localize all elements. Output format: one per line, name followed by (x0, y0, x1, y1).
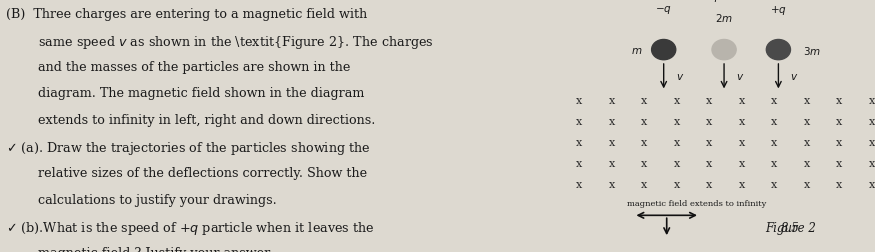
Text: x: x (738, 137, 745, 147)
Text: x: x (609, 117, 615, 127)
Text: x: x (836, 158, 843, 168)
Text: x: x (576, 117, 582, 127)
Text: and the masses of the particles are shown in the: and the masses of the particles are show… (6, 60, 350, 73)
Text: x: x (738, 96, 745, 106)
Text: Figure 2: Figure 2 (765, 222, 816, 235)
Text: (B)  Three charges are entering to a magnetic field with: (B) Three charges are entering to a magn… (6, 8, 367, 20)
Text: x: x (836, 117, 843, 127)
Text: x: x (804, 179, 810, 189)
Text: x: x (609, 96, 615, 106)
Text: x: x (674, 117, 680, 127)
Text: x: x (706, 137, 712, 147)
Text: $\checkmark$ (b).What is the speed of $+q$ particle when it leaves the: $\checkmark$ (b).What is the speed of $+… (6, 219, 374, 236)
Text: magnetic field ? Justify your answer.: magnetic field ? Justify your answer. (6, 246, 273, 252)
Text: diagram. The magnetic field shown in the diagram: diagram. The magnetic field shown in the… (6, 87, 364, 100)
Text: x: x (738, 179, 745, 189)
Text: x: x (674, 137, 680, 147)
Text: x: x (706, 158, 712, 168)
Text: x: x (641, 179, 648, 189)
Text: x: x (869, 96, 875, 106)
Circle shape (712, 40, 736, 60)
Text: x: x (609, 137, 615, 147)
Text: x: x (771, 137, 778, 147)
Text: $3m$: $3m$ (802, 44, 821, 56)
Text: x: x (576, 158, 582, 168)
Text: $+q$: $+q$ (770, 4, 787, 17)
Text: calculations to justify your drawings.: calculations to justify your drawings. (6, 193, 276, 206)
Text: x: x (641, 137, 648, 147)
Text: x: x (771, 158, 778, 168)
Text: x: x (576, 96, 582, 106)
Text: $m$: $m$ (631, 45, 642, 55)
Text: x: x (804, 96, 810, 106)
Text: x: x (869, 137, 875, 147)
Text: $v$: $v$ (676, 72, 684, 82)
Text: x: x (609, 158, 615, 168)
Text: $v$: $v$ (736, 72, 745, 82)
Text: x: x (674, 96, 680, 106)
Text: x: x (804, 137, 810, 147)
Text: x: x (869, 117, 875, 127)
Text: x: x (738, 117, 745, 127)
Text: x: x (771, 117, 778, 127)
Text: x: x (804, 117, 810, 127)
Text: x: x (771, 96, 778, 106)
Text: x: x (576, 137, 582, 147)
Text: x: x (836, 96, 843, 106)
Text: x: x (869, 179, 875, 189)
Text: x: x (771, 179, 778, 189)
Text: $2m$: $2m$ (715, 12, 733, 24)
Text: x: x (706, 96, 712, 106)
Text: x: x (804, 158, 810, 168)
Text: x: x (738, 158, 745, 168)
Text: x: x (836, 179, 843, 189)
Text: magnetic field extends to infinity: magnetic field extends to infinity (627, 199, 766, 207)
Text: x: x (706, 117, 712, 127)
Text: x: x (836, 137, 843, 147)
Text: 8.5: 8.5 (781, 222, 800, 235)
Text: x: x (641, 158, 648, 168)
Text: same speed $v$ as shown in the \textit{Figure 2}. The charges: same speed $v$ as shown in the \textit{F… (6, 34, 433, 51)
Text: x: x (641, 96, 648, 106)
Text: x: x (674, 179, 680, 189)
Text: x: x (706, 179, 712, 189)
Circle shape (652, 40, 676, 60)
Text: $q=0$: $q=0$ (710, 0, 738, 5)
Text: $v$: $v$ (790, 72, 799, 82)
Text: x: x (641, 117, 648, 127)
Text: $-q$: $-q$ (655, 4, 672, 16)
Text: extends to infinity in left, right and down directions.: extends to infinity in left, right and d… (6, 113, 375, 126)
Text: x: x (869, 158, 875, 168)
Text: relative sizes of the deflections correctly. Show the: relative sizes of the deflections correc… (6, 166, 367, 179)
Text: x: x (609, 179, 615, 189)
Circle shape (766, 40, 790, 60)
Text: $\checkmark$ (a). Draw the trajectories of the particles showing the: $\checkmark$ (a). Draw the trajectories … (6, 140, 370, 157)
Text: x: x (576, 179, 582, 189)
Text: x: x (674, 158, 680, 168)
